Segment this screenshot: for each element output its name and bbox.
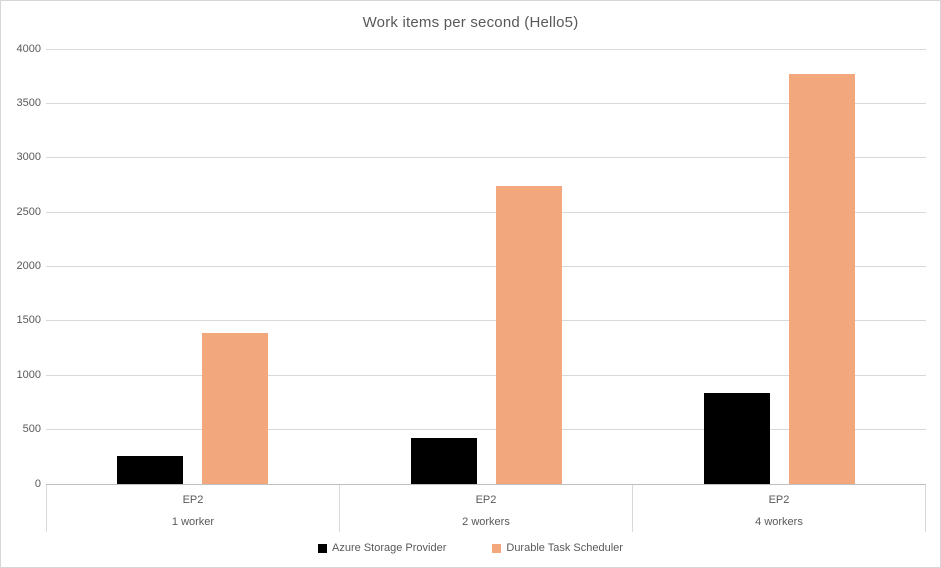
category-cell: EP2 1 worker xyxy=(46,485,339,532)
bar-azure-storage-provider xyxy=(117,455,184,484)
bar-azure-storage-provider xyxy=(703,392,770,484)
y-tick-label: 2000 xyxy=(16,260,41,272)
gridline xyxy=(46,157,926,159)
y-axis-labels: 0 500 1000 1500 2000 2500 3000 3500 4000 xyxy=(1,1,42,567)
y-tick-label: 1500 xyxy=(16,314,41,327)
legend-label: Durable Task Scheduler xyxy=(506,542,623,554)
gridline xyxy=(46,211,926,213)
category-workers-label: 1 worker xyxy=(171,516,215,528)
bar-durable-task-scheduler xyxy=(788,74,855,484)
gridline xyxy=(46,48,926,50)
y-tick-label: 1000 xyxy=(16,368,41,381)
y-tick-label: 0 xyxy=(34,477,41,490)
gridline xyxy=(46,374,926,376)
gridline xyxy=(46,429,926,431)
legend: Azure Storage Provider Durable Task Sched… xyxy=(1,542,940,554)
category-plan-label: EP2 xyxy=(768,494,790,506)
bar-azure-storage-provider xyxy=(410,438,477,484)
y-tick-label: 3000 xyxy=(16,151,41,164)
gridline xyxy=(46,266,926,267)
gridline xyxy=(46,320,926,322)
category-workers-label: 2 workers xyxy=(462,516,510,528)
chart-title: Work items per second (Hello5) xyxy=(362,14,579,31)
y-tick-label: 3500 xyxy=(16,96,41,109)
y-tick-label: 500 xyxy=(22,423,41,436)
x-axis: EP2 1 worker EP2 2 workers EP2 4 workers xyxy=(46,484,926,532)
y-tick-label: 2500 xyxy=(16,205,41,218)
legend-label: Azure Storage Provider xyxy=(332,542,447,554)
bar-durable-task-scheduler xyxy=(202,332,269,484)
gridline xyxy=(46,102,926,104)
bar-durable-task-scheduler xyxy=(495,186,562,484)
category-plan-label: EP2 xyxy=(182,494,204,506)
legend-item: Azure Storage Provider xyxy=(318,542,446,554)
category-workers-label: 4 workers xyxy=(755,516,803,528)
category-cell: EP2 2 workers xyxy=(339,485,632,532)
y-tick-label: 4000 xyxy=(16,42,41,55)
legend-swatch xyxy=(492,543,502,553)
category-cell: EP2 4 workers xyxy=(632,485,925,532)
plot-area xyxy=(46,48,926,484)
legend-swatch xyxy=(318,543,328,553)
legend-item: Durable Task Scheduler xyxy=(492,542,623,554)
category-plan-label: EP2 xyxy=(475,494,497,506)
